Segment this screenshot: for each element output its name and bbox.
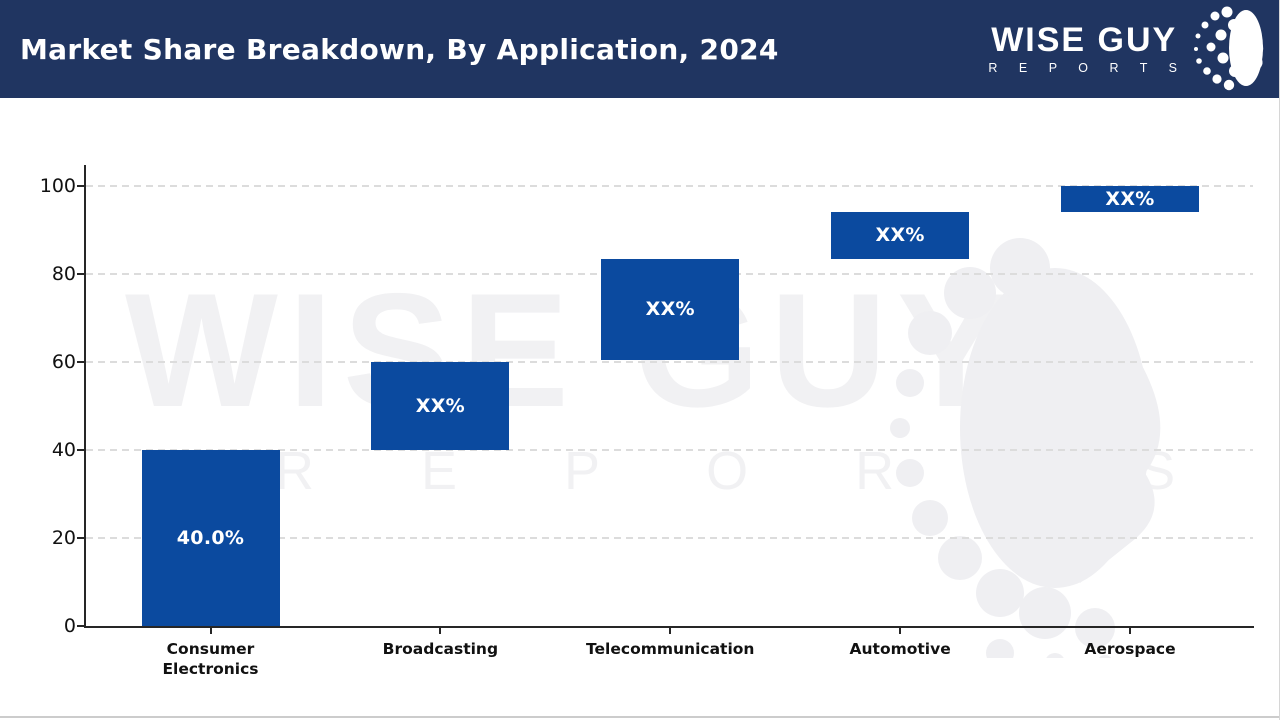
header: Market Share Breakdown, By Application, …: [0, 0, 1279, 98]
bar-broadcasting: XX%: [371, 362, 510, 450]
y-tick-label: 100: [39, 175, 76, 197]
logo-text: WISE GUY R E P O R T S: [982, 20, 1186, 76]
y-tickmark: [77, 273, 85, 275]
bar-consumer-electronics: 40.0%: [141, 450, 280, 626]
gridline: [86, 449, 1253, 451]
x-tickmark: [1129, 626, 1131, 634]
category-label-broadcasting: Broadcasting: [382, 640, 499, 658]
gridline: [86, 185, 1253, 187]
bar-value-label: XX%: [645, 298, 695, 321]
y-axis: [84, 165, 87, 628]
y-tick-label: 20: [51, 527, 76, 549]
category-label-automotive: Automotive: [849, 640, 951, 658]
watermark: WISE GUY R E P O R T S: [0, 98, 1279, 658]
x-tickmark: [669, 626, 672, 634]
y-tick-label: 80: [51, 263, 76, 285]
y-tickmark: [77, 537, 85, 539]
category-label-aerospace: Aerospace: [1084, 640, 1176, 658]
watermark-wise-guy-text: WISE GUY: [125, 260, 1016, 441]
page-title: Market Share Breakdown, By Application, …: [20, 32, 779, 66]
y-tickmark: [77, 185, 85, 187]
bar-aerospace: XX%: [1061, 186, 1199, 213]
bar-value-label: XX%: [415, 395, 465, 417]
logo-reports-label: R E P O R T S: [988, 61, 1186, 76]
bar-automotive: XX%: [831, 212, 970, 259]
y-tick-label: 0: [63, 615, 76, 637]
x-tickmark: [209, 626, 212, 634]
bar-value-label: 40.0%: [176, 527, 245, 549]
logo-face-icon: [1194, 6, 1264, 91]
watermark-face-icon: [890, 238, 1161, 658]
bar-value-label: XX%: [1105, 188, 1155, 211]
y-tick-label: 60: [51, 351, 76, 373]
logo-wise-guy-label: WISE GUY: [991, 20, 1178, 59]
bottom-border: [0, 716, 1279, 718]
x-tickmark: [899, 626, 902, 634]
x-axis: [84, 625, 1254, 628]
y-tick-label: 40: [51, 439, 76, 461]
bar-telecommunication: XX%: [601, 258, 740, 360]
category-label-consumer-electronics: Consumer Electronics: [162, 640, 259, 679]
y-tickmark: [77, 449, 85, 451]
x-tickmark: [439, 626, 442, 634]
y-tickmark: [77, 361, 85, 363]
y-tickmark: [77, 625, 85, 627]
gridline: [86, 537, 1253, 539]
gridline: [86, 361, 1253, 363]
bar-value-label: XX%: [875, 224, 925, 247]
wise-guy-reports-logo: WISE GUY R E P O R T S: [982, 4, 1268, 94]
category-label-telecommunication: Telecommunication: [586, 640, 755, 658]
